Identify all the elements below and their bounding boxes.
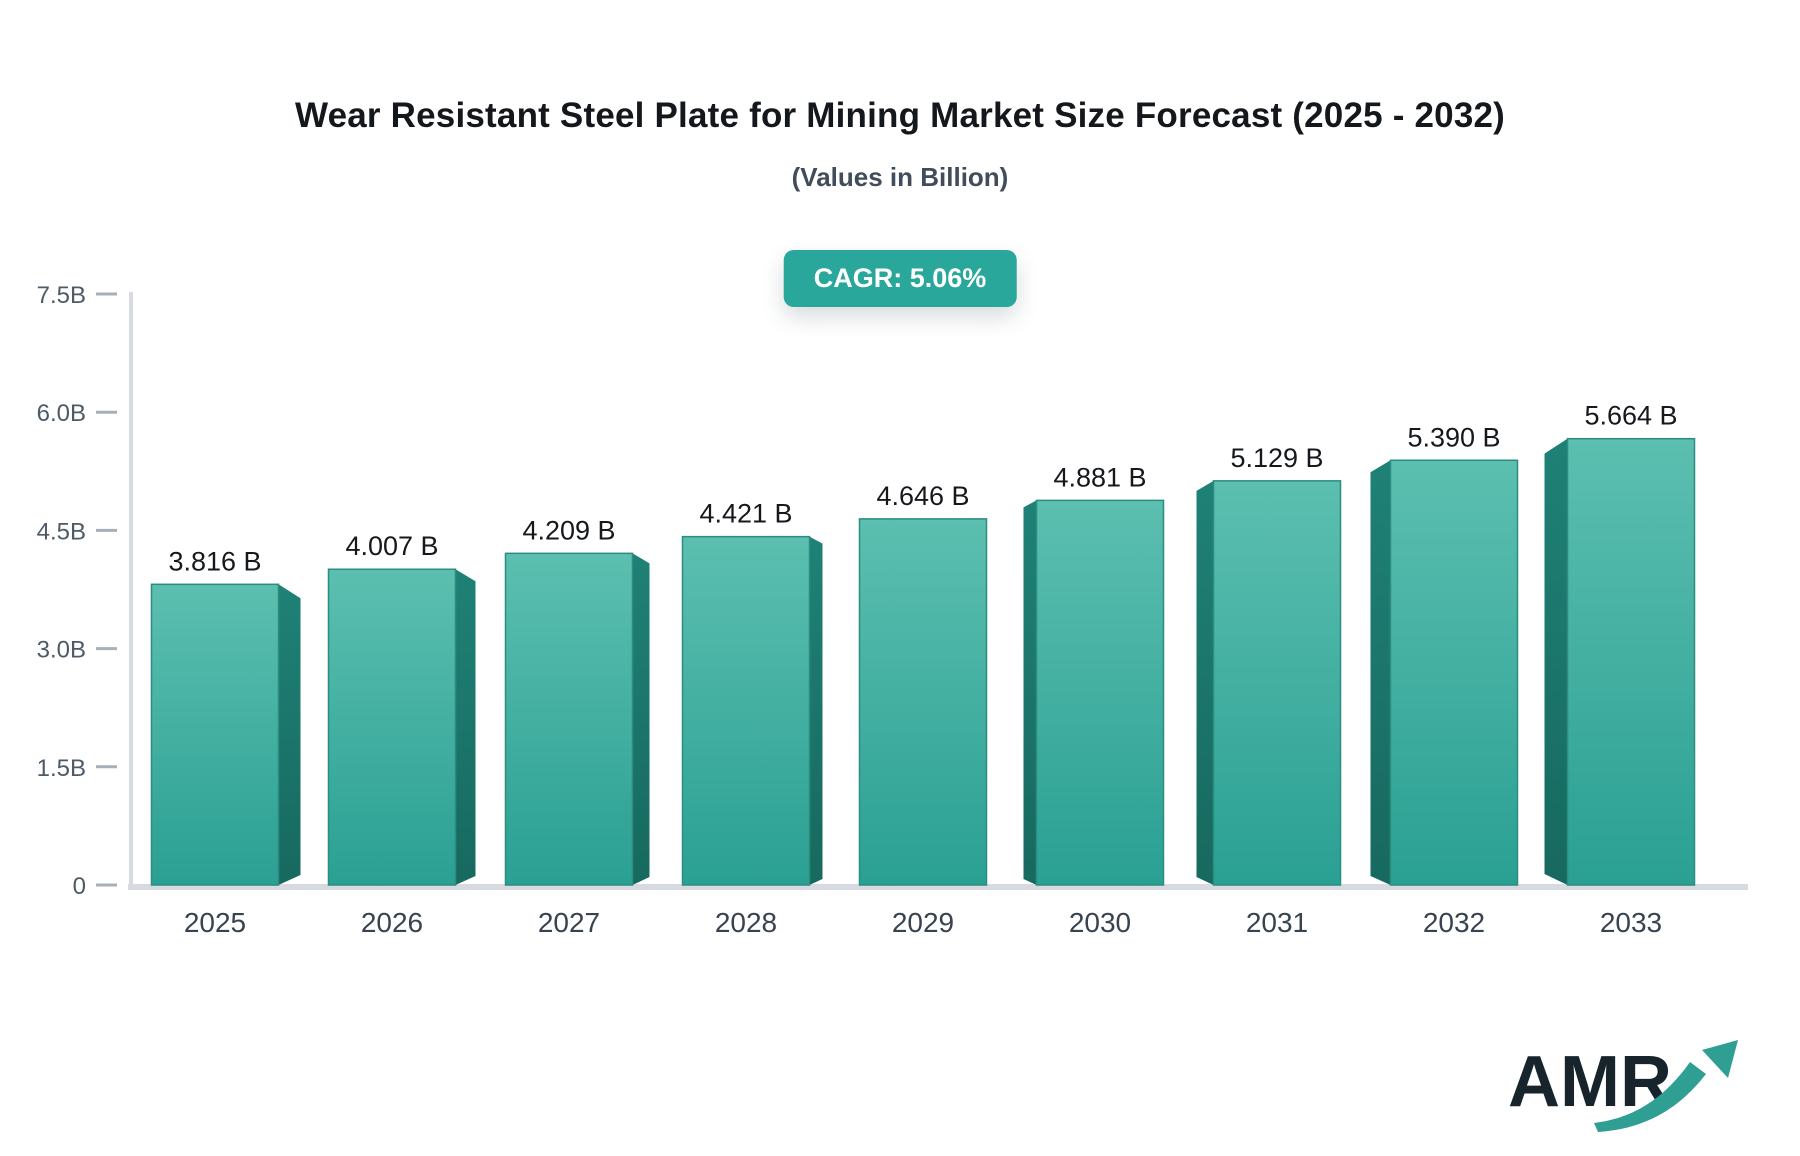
bar-2029 [858, 518, 988, 886]
bar-2032 [1389, 459, 1519, 886]
bar-value-label: 4.421 B [699, 499, 792, 529]
y-tick-label: 1.5B [37, 755, 86, 782]
bar-value-label: 5.129 B [1230, 443, 1323, 473]
growth-arrow-head [1702, 1040, 1738, 1078]
bar-2025 [150, 583, 280, 886]
bar-value-label: 4.209 B [522, 515, 615, 545]
x-tick-label: 2033 [1600, 907, 1662, 938]
bar-side-face [1370, 460, 1391, 885]
bar-side-face [1023, 500, 1037, 885]
bar-2027 [504, 552, 634, 886]
x-tick-label: 2027 [538, 907, 600, 938]
bar-value-label: 4.646 B [876, 481, 969, 511]
x-tick-label: 2030 [1069, 907, 1131, 938]
bar-2028 [681, 535, 811, 886]
amr-logo: AMR [1508, 1040, 1738, 1132]
bar-side-face [1196, 480, 1214, 885]
x-tick-label: 2031 [1246, 907, 1308, 938]
x-tick-label: 2025 [184, 907, 246, 938]
y-tick-label: 0 [73, 873, 86, 900]
chart-subtitle: (Values in Billion) [791, 162, 1009, 192]
bar-value-label: 4.881 B [1053, 462, 1146, 492]
x-tick-label: 2032 [1423, 907, 1485, 938]
x-tick-label: 2029 [892, 907, 954, 938]
y-tick-label: 7.5B [37, 282, 86, 309]
bar-value-label: 4.007 B [345, 531, 438, 561]
bar-side-face [278, 584, 301, 885]
bar-2030 [1035, 499, 1165, 886]
y-tick-label: 4.5B [37, 518, 86, 545]
x-tick-label: 2028 [715, 907, 777, 938]
cagr-badge: CAGR: 5.06% [783, 250, 1017, 307]
bar-2033 [1566, 437, 1696, 886]
bar-side-face [455, 569, 476, 885]
bar-2031 [1212, 480, 1342, 886]
y-tick-label: 3.0B [37, 637, 86, 664]
bar-side-face [1544, 438, 1568, 885]
bar-value-label: 5.390 B [1407, 422, 1500, 452]
x-tick-label: 2026 [361, 907, 423, 938]
bar-value-label: 5.664 B [1584, 401, 1677, 431]
bar-side-face [809, 536, 823, 885]
chart-title: Wear Resistant Steel Plate for Mining Ma… [294, 96, 1506, 135]
bar-2026 [327, 568, 457, 886]
bar-value-label: 3.816 B [168, 546, 261, 576]
bar-side-face [632, 553, 650, 885]
y-tick-label: 6.0B [37, 400, 86, 427]
growth-arrow-icon [1594, 1062, 1706, 1132]
